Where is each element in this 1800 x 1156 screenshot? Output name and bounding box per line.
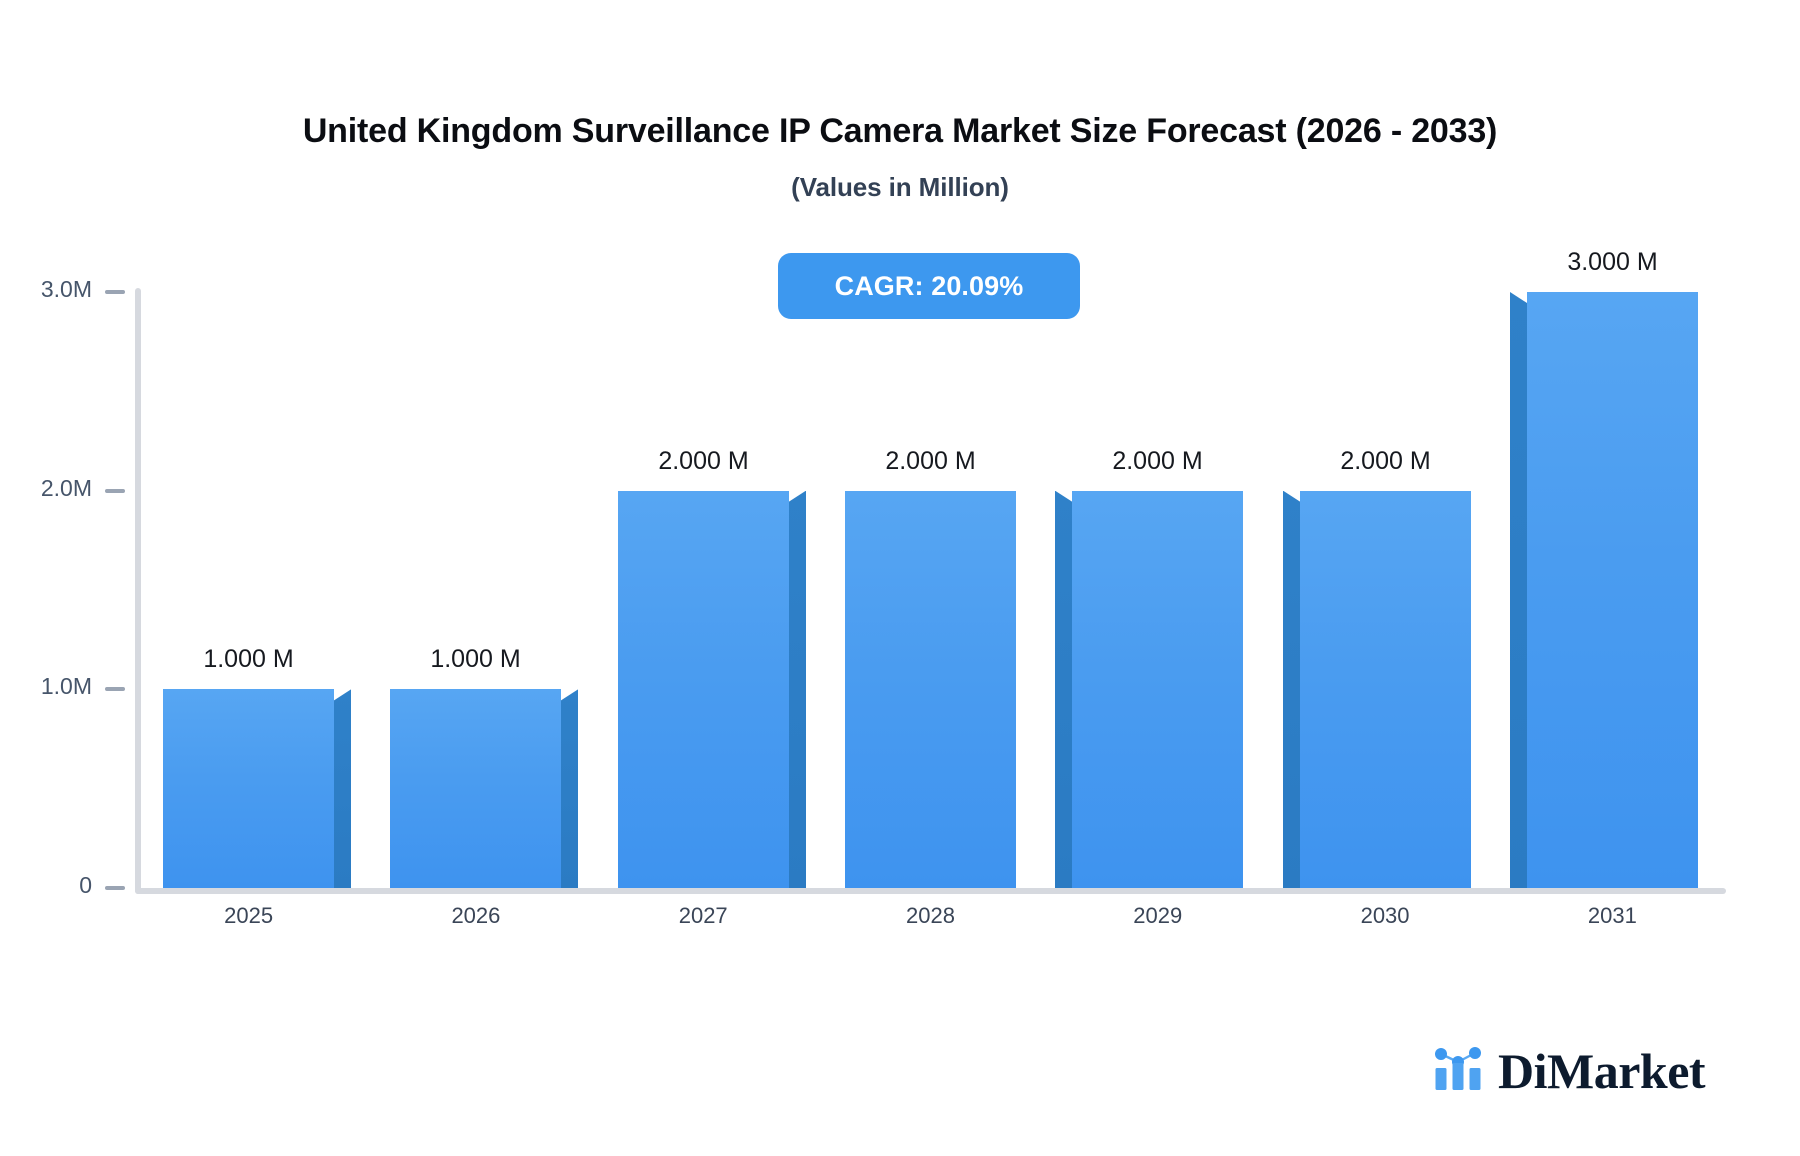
y-axis-tick-mark — [105, 488, 125, 493]
y-axis-tick-label: 2.0M — [40, 474, 92, 501]
brand-logo: DiMarket — [1432, 1042, 1706, 1099]
bar-side-face — [1283, 490, 1300, 888]
bar-value-label: 1.000 M — [203, 645, 294, 674]
bar[interactable]: 2.000 M — [1055, 447, 1243, 888]
x-axis-tick-label: 2026 — [451, 903, 501, 928]
bar[interactable]: 2.000 M — [618, 447, 806, 888]
bar-front-face — [163, 689, 334, 888]
x-axis-tick-label: 2028 — [906, 903, 955, 928]
cagr-badge: CAGR: 20.09% — [778, 253, 1080, 319]
bar-front-face — [1072, 490, 1243, 888]
chart-subtitle: (Values in Million) — [791, 172, 1009, 202]
y-axis-tick-mark — [105, 290, 125, 294]
bar-front-face — [1300, 490, 1471, 888]
y-axis-tick-mark — [105, 687, 125, 692]
bar-side-face — [1055, 490, 1072, 888]
bar[interactable]: 2.000 M — [845, 447, 1016, 888]
bar-side-face — [789, 490, 806, 888]
bar[interactable]: 1.000 M — [390, 645, 578, 888]
bar[interactable]: 2.000 M — [1283, 447, 1471, 888]
bar-value-label: 3.000 M — [1567, 248, 1658, 276]
bar[interactable]: 3.000 M — [1510, 248, 1698, 888]
bar-front-face — [618, 490, 789, 888]
bar-side-face — [334, 689, 351, 888]
bar-value-label: 2.000 M — [1112, 446, 1203, 475]
y-axis-tick-label: 0 — [79, 872, 92, 898]
x-axis-tick-label: 2029 — [1133, 903, 1183, 928]
cagr-badge-label: CAGR: 20.09% — [834, 270, 1024, 301]
y-axis-tick-label: 3.0M — [40, 276, 92, 302]
x-axis-line — [135, 888, 1726, 894]
bar-side-face — [1510, 292, 1527, 888]
bar-front-face — [1527, 292, 1698, 888]
bar-chart-dots-icon — [1432, 1044, 1484, 1097]
bar-value-label: 2.000 M — [885, 446, 976, 475]
x-axis-tick-label: 2031 — [1587, 903, 1637, 928]
brand-name: DiMarket — [1498, 1042, 1706, 1099]
x-axis-tick-label: 2027 — [678, 903, 728, 928]
y-axis-tick-label: 1.0M — [40, 673, 92, 700]
page-title: United Kingdom Surveillance IP Camera Ma… — [302, 112, 1498, 150]
y-axis-line — [135, 288, 141, 894]
x-axis-tick-label: 2030 — [1360, 903, 1410, 928]
bar-value-label: 1.000 M — [430, 645, 521, 674]
bar-value-label: 2.000 M — [658, 446, 749, 475]
bar-value-label: 2.000 M — [1340, 446, 1431, 475]
x-axis-tick-label: 2025 — [224, 903, 274, 928]
bar-front-face — [390, 689, 561, 888]
bar[interactable]: 1.000 M — [163, 645, 351, 888]
y-axis-tick-mark — [105, 886, 125, 890]
bar-front-face — [845, 490, 1016, 888]
bar-side-face — [561, 689, 578, 888]
